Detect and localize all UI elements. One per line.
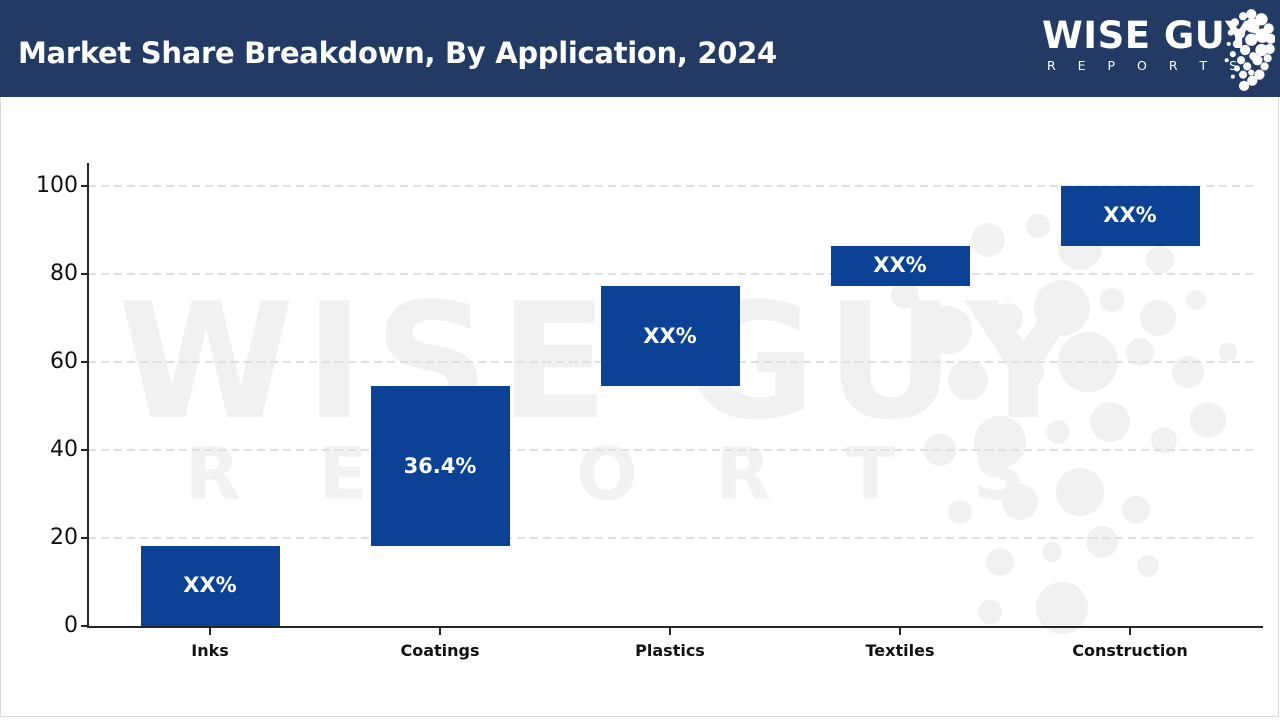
watermark-dot: [910, 380, 930, 400]
watermark-dot: [1046, 420, 1070, 444]
y-gridline: [88, 273, 1255, 275]
y-tick-label: 80: [50, 261, 78, 286]
bar-inks: XX%: [140, 545, 280, 626]
y-gridline: [88, 449, 1255, 451]
x-axis-line: [87, 626, 1263, 628]
header-band: Market Share Breakdown, By Application, …: [0, 0, 1280, 97]
watermark-dot: [974, 416, 1026, 468]
bar-value-label: XX%: [873, 253, 927, 278]
x-tick-mark: [899, 628, 901, 635]
x-category-label: Textiles: [865, 641, 935, 660]
y-axis-line: [87, 163, 89, 627]
bar-value-label: XX%: [643, 323, 697, 348]
watermark-dot: [924, 306, 972, 354]
y-tick-mark: [81, 185, 87, 187]
watermark-dot: [1151, 427, 1177, 453]
watermark-dot: [1190, 402, 1226, 438]
bar-construction: XX%: [1060, 186, 1200, 246]
watermark-dot: [1186, 290, 1206, 310]
bar-coatings: 36.4%: [370, 386, 510, 546]
bar-textiles: XX%: [830, 245, 970, 286]
watermark-dot: [1034, 280, 1090, 336]
y-tick-mark: [81, 537, 87, 539]
logo-head-icon: [1224, 9, 1275, 91]
watermark-dot: [1042, 542, 1062, 562]
watermark-subtitle: REPORTS: [185, 432, 1103, 516]
y-tick-mark: [81, 449, 87, 451]
x-tick-mark: [1129, 628, 1131, 635]
x-category-label: Inks: [191, 641, 229, 660]
watermark-dot: [1122, 496, 1150, 524]
watermark-dot: [986, 548, 1014, 576]
watermark-dot: [1056, 468, 1104, 516]
watermark-dot: [948, 360, 988, 400]
chart-title: Market Share Breakdown, By Application, …: [18, 36, 777, 70]
watermark-dot: [1219, 343, 1237, 361]
watermark-dot: [1100, 288, 1124, 312]
logo-subtitle: R E P O R T S: [1047, 58, 1247, 73]
watermark-dot: [1026, 214, 1050, 238]
y-tick-mark: [81, 361, 87, 363]
y-tick-label: 60: [50, 349, 78, 374]
watermark-dot: [993, 303, 1023, 333]
y-gridline: [88, 185, 1255, 187]
y-tick-label: 100: [36, 173, 78, 198]
watermark-dot: [971, 223, 1005, 257]
bar-value-label: XX%: [183, 573, 237, 598]
watermark-dot: [1086, 526, 1118, 558]
watermark-dot: [1036, 582, 1088, 634]
watermark-dot: [978, 600, 1002, 624]
y-tick-mark: [81, 625, 87, 627]
x-tick-mark: [669, 628, 671, 635]
y-tick-label: 40: [50, 437, 78, 462]
x-tick-mark: [439, 628, 441, 635]
y-tick-label: 0: [64, 613, 78, 638]
watermark-dot: [948, 500, 972, 524]
watermark-dot: [1146, 246, 1174, 274]
watermark-dot: [1090, 402, 1130, 442]
x-category-label: Coatings: [400, 641, 480, 660]
x-tick-mark: [209, 628, 211, 635]
bar-value-label: 36.4%: [403, 453, 477, 478]
x-category-label: Plastics: [635, 641, 705, 660]
watermark-dot: [1140, 300, 1176, 336]
bar-plastics: XX%: [600, 285, 740, 387]
y-tick-mark: [81, 273, 87, 275]
watermark-dot: [1002, 484, 1038, 520]
wise-guy-logo: WISE GUY R E P O R T S: [1042, 9, 1275, 94]
y-gridline: [88, 537, 1255, 539]
logo-wordmark: WISE GUY: [1042, 14, 1253, 57]
x-category-label: Construction: [1072, 641, 1188, 660]
y-tick-label: 20: [50, 525, 78, 550]
watermark-dot: [1137, 555, 1159, 577]
bar-value-label: XX%: [1103, 203, 1157, 228]
